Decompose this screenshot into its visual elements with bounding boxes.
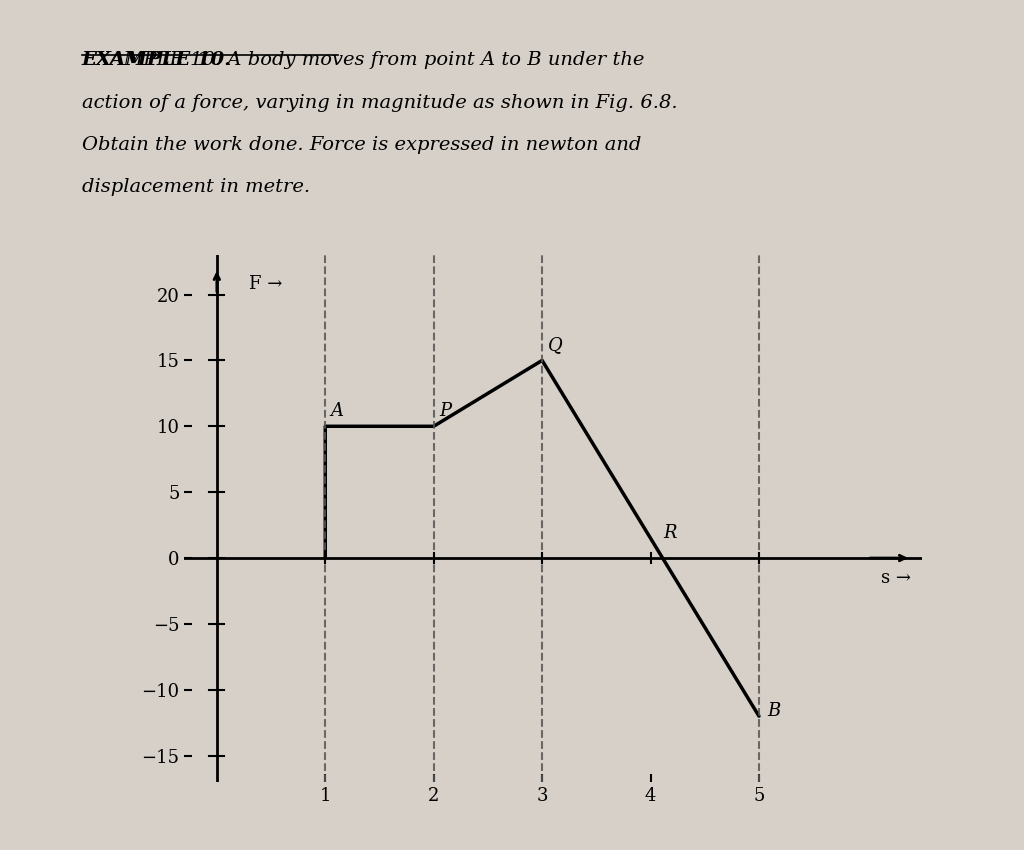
Text: EXAMPLE 10. A body moves from point A to B under the: EXAMPLE 10. A body moves from point A to… — [82, 51, 644, 69]
Text: Q: Q — [548, 336, 562, 354]
Text: s →: s → — [881, 569, 910, 586]
Text: R: R — [664, 524, 677, 542]
Text: A: A — [331, 402, 344, 420]
Text: EXAMPLE 10.: EXAMPLE 10. — [82, 51, 231, 69]
Text: action of a force, varying in magnitude as shown in Fig. 6.8.: action of a force, varying in magnitude … — [82, 94, 678, 111]
Text: F →: F → — [250, 275, 283, 292]
Text: P: P — [439, 402, 452, 420]
Text: B: B — [768, 702, 781, 720]
Text: Obtain the work done. Force is expressed in newton and: Obtain the work done. Force is expressed… — [82, 136, 641, 154]
Text: displacement in metre.: displacement in metre. — [82, 178, 310, 196]
